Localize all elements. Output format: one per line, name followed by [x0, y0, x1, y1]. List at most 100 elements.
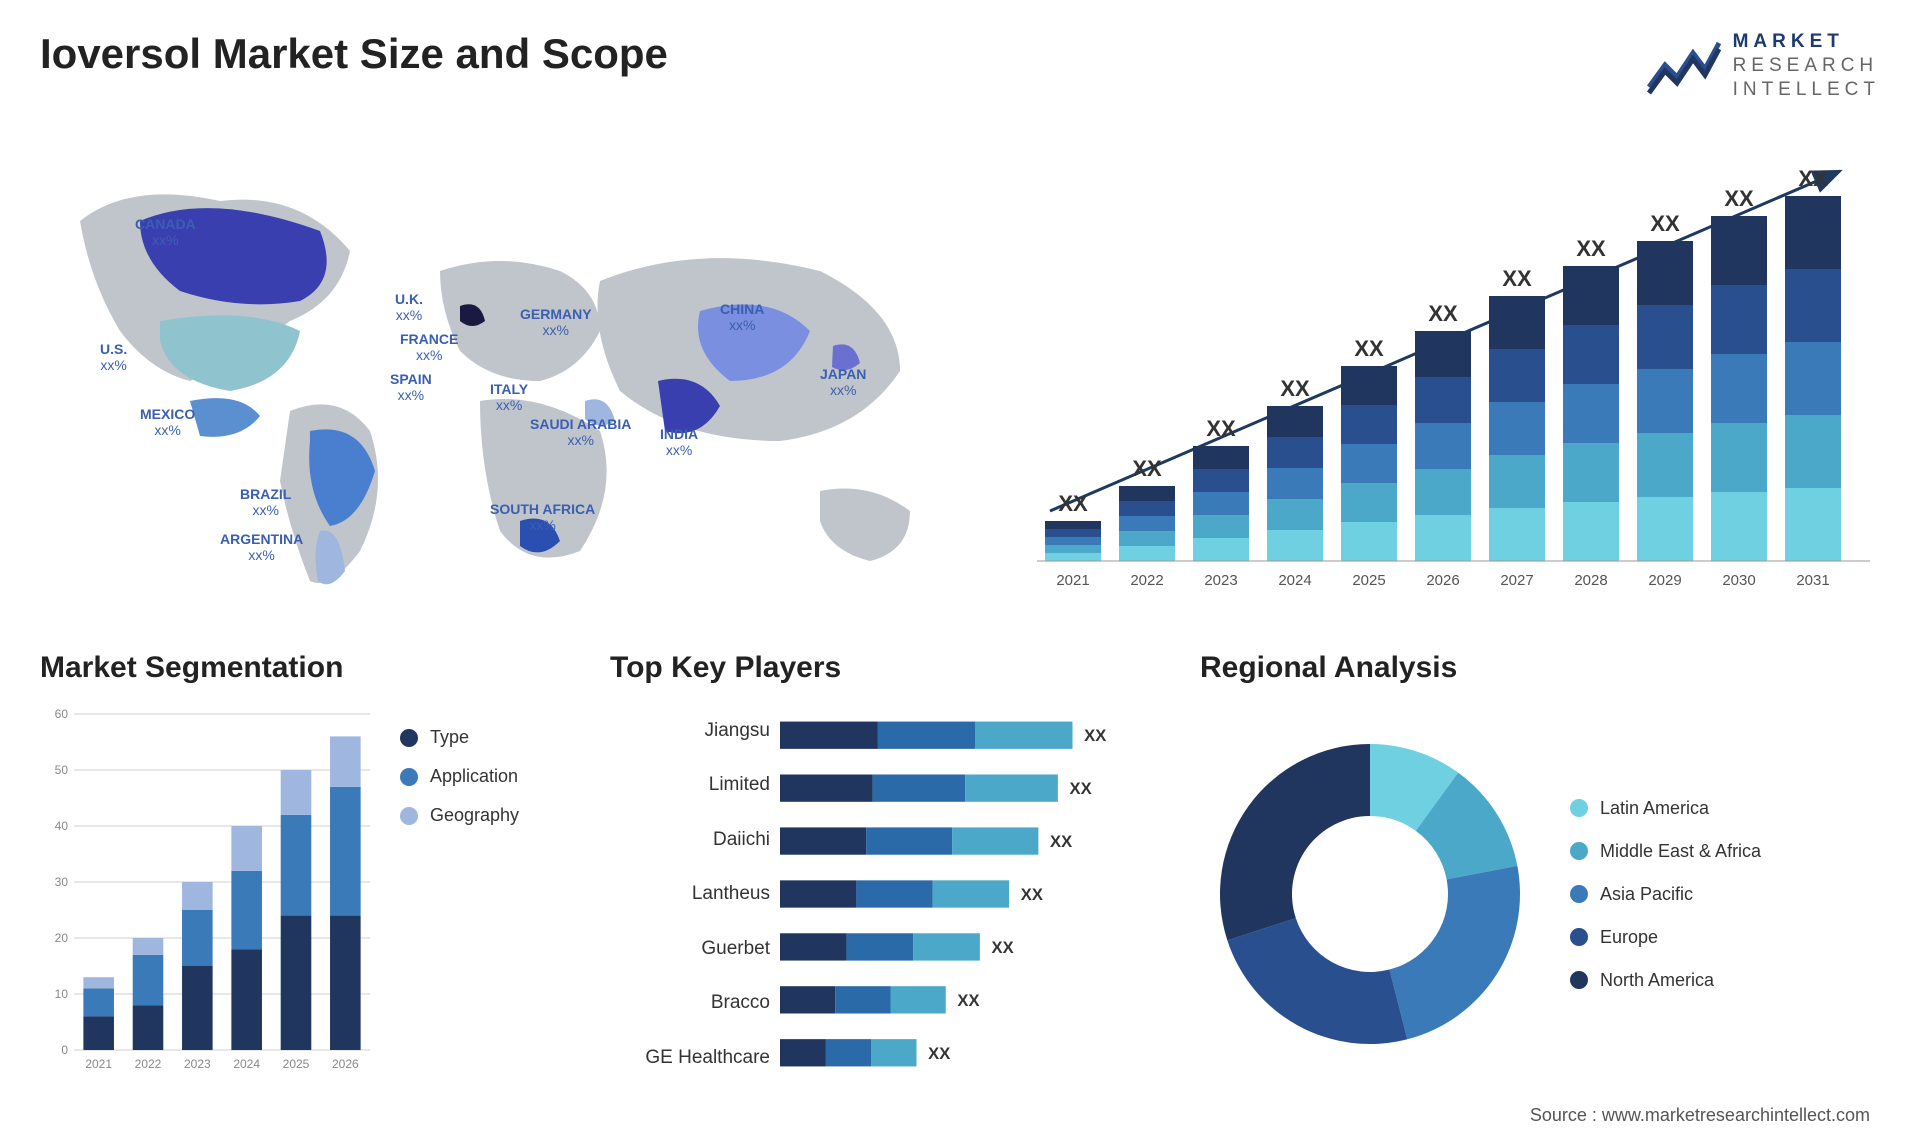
svg-text:XX: XX	[957, 991, 979, 1010]
map-label: BRAZILxx%	[240, 486, 291, 518]
map-label: CHINAxx%	[720, 301, 764, 333]
svg-text:XX: XX	[1084, 726, 1106, 745]
map-label: U.S.xx%	[100, 341, 127, 373]
players-panel: Top Key Players Jiangsu Limited Daiichi Lan…	[610, 651, 1170, 1091]
svg-text:2027: 2027	[1500, 572, 1533, 589]
page-title: Ioversol Market Size and Scope	[40, 30, 668, 78]
svg-text:XX: XX	[1050, 832, 1072, 851]
legend-item: Latin America	[1570, 798, 1761, 819]
svg-text:XX: XX	[928, 1044, 950, 1063]
svg-text:40: 40	[55, 819, 69, 833]
map-label: INDIAxx%	[660, 426, 698, 458]
legend-label: Latin America	[1600, 798, 1709, 819]
forecast-chart-svg: XX 2021 XX 2022 XX 2023 XX 2024 XX 2025 XX 2026 XX 20…	[1020, 131, 1880, 611]
legend-item: Geography	[400, 805, 519, 826]
player-name: GE Healthcare	[610, 1047, 770, 1069]
svg-text:2021: 2021	[1056, 572, 1089, 589]
svg-text:XX: XX	[1058, 491, 1088, 516]
regional-panel: Regional Analysis Latin America Middle Ea…	[1200, 651, 1880, 1091]
svg-text:XX: XX	[1280, 376, 1310, 401]
map-label: SOUTH AFRICAxx%	[490, 501, 595, 533]
svg-text:XX: XX	[1428, 301, 1458, 326]
legend-swatch	[400, 807, 418, 825]
svg-text:XX: XX	[1502, 266, 1532, 291]
legend-label: Middle East & Africa	[1600, 841, 1761, 862]
logo: MARKET RESEARCH INTELLECT	[1645, 30, 1880, 101]
header: Ioversol Market Size and Scope MARKET RE…	[40, 30, 1880, 101]
legend-label: Application	[430, 766, 518, 787]
legend-item: Asia Pacific	[1570, 884, 1761, 905]
player-name: Bracco	[610, 992, 770, 1014]
svg-text:2023: 2023	[1204, 572, 1237, 589]
svg-text:2024: 2024	[1278, 572, 1311, 589]
legend-item: Application	[400, 766, 519, 787]
legend-label: Geography	[430, 805, 519, 826]
map-label: CANADAxx%	[135, 216, 196, 248]
svg-text:30: 30	[55, 875, 69, 889]
legend-item: Type	[400, 727, 519, 748]
svg-text:XX: XX	[1650, 211, 1680, 236]
svg-text:2030: 2030	[1722, 572, 1755, 589]
svg-text:XX: XX	[1354, 336, 1384, 361]
legend-label: North America	[1600, 970, 1714, 991]
regional-donut	[1200, 724, 1540, 1064]
segmentation-title: Market Segmentation	[40, 651, 580, 685]
svg-text:0: 0	[61, 1043, 68, 1057]
svg-text:XX: XX	[1206, 416, 1236, 441]
player-name: Daiichi	[610, 829, 770, 851]
svg-text:2026: 2026	[1426, 572, 1459, 589]
svg-text:20: 20	[55, 931, 69, 945]
players-title: Top Key Players	[610, 651, 1170, 685]
logo-icon	[1645, 35, 1723, 97]
svg-text:2023: 2023	[184, 1057, 211, 1071]
logo-text: MARKET RESEARCH INTELLECT	[1733, 30, 1880, 101]
svg-text:XX: XX	[1070, 779, 1092, 798]
svg-text:2025: 2025	[283, 1057, 310, 1071]
svg-text:2024: 2024	[233, 1057, 260, 1071]
map-label: GERMANYxx%	[520, 306, 592, 338]
svg-text:2025: 2025	[1352, 572, 1385, 589]
svg-text:50: 50	[55, 763, 69, 777]
segmentation-chart: 0102030405060202120222023202420252026	[40, 697, 380, 1091]
legend-swatch	[1570, 885, 1588, 903]
svg-text:2022: 2022	[1130, 572, 1163, 589]
map-label: FRANCExx%	[400, 331, 458, 363]
svg-text:2022: 2022	[135, 1057, 162, 1071]
legend-label: Asia Pacific	[1600, 884, 1693, 905]
forecast-chart: XX 2021 XX 2022 XX 2023 XX 2024 XX 2025 XX 2026 XX 20…	[1020, 131, 1880, 611]
logo-line1: MARKET	[1733, 30, 1880, 54]
legend-item: Europe	[1570, 927, 1761, 948]
bottom-section: Market Segmentation 01020304050602021202…	[40, 651, 1880, 1091]
player-name: Lantheus	[610, 883, 770, 905]
legend-swatch	[1570, 971, 1588, 989]
map-label: JAPANxx%	[820, 366, 866, 398]
player-name: Limited	[610, 774, 770, 796]
logo-line2: RESEARCH	[1733, 54, 1880, 78]
svg-text:XX: XX	[1021, 885, 1043, 904]
segmentation-legend: Type Application Geography	[400, 697, 519, 1091]
svg-text:2028: 2028	[1574, 572, 1607, 589]
map-label: U.K.xx%	[395, 291, 423, 323]
svg-text:XX: XX	[992, 938, 1014, 957]
svg-text:2026: 2026	[332, 1057, 359, 1071]
source-text: Source : www.marketresearchintellect.com	[1530, 1105, 1870, 1126]
logo-line3: INTELLECT	[1733, 78, 1880, 102]
world-map: CANADAxx%U.S.xx%MEXICOxx%BRAZILxx%ARGENT…	[40, 131, 980, 611]
svg-text:2031: 2031	[1796, 572, 1829, 589]
svg-text:10: 10	[55, 987, 69, 1001]
legend-label: Europe	[1600, 927, 1658, 948]
legend-swatch	[1570, 842, 1588, 860]
legend-swatch	[400, 768, 418, 786]
regional-title: Regional Analysis	[1200, 651, 1880, 685]
legend-item: North America	[1570, 970, 1761, 991]
segmentation-panel: Market Segmentation 01020304050602021202…	[40, 651, 580, 1091]
svg-text:2029: 2029	[1648, 572, 1681, 589]
player-name: Guerbet	[610, 938, 770, 960]
legend-swatch	[1570, 799, 1588, 817]
svg-text:XX: XX	[1798, 166, 1828, 191]
players-labels: Jiangsu Limited Daiichi Lantheus Guerbet Brac…	[610, 697, 770, 1091]
player-name: Jiangsu	[610, 720, 770, 742]
map-label: SAUDI ARABIAxx%	[530, 416, 631, 448]
svg-text:XX: XX	[1724, 186, 1754, 211]
svg-text:XX: XX	[1132, 456, 1162, 481]
